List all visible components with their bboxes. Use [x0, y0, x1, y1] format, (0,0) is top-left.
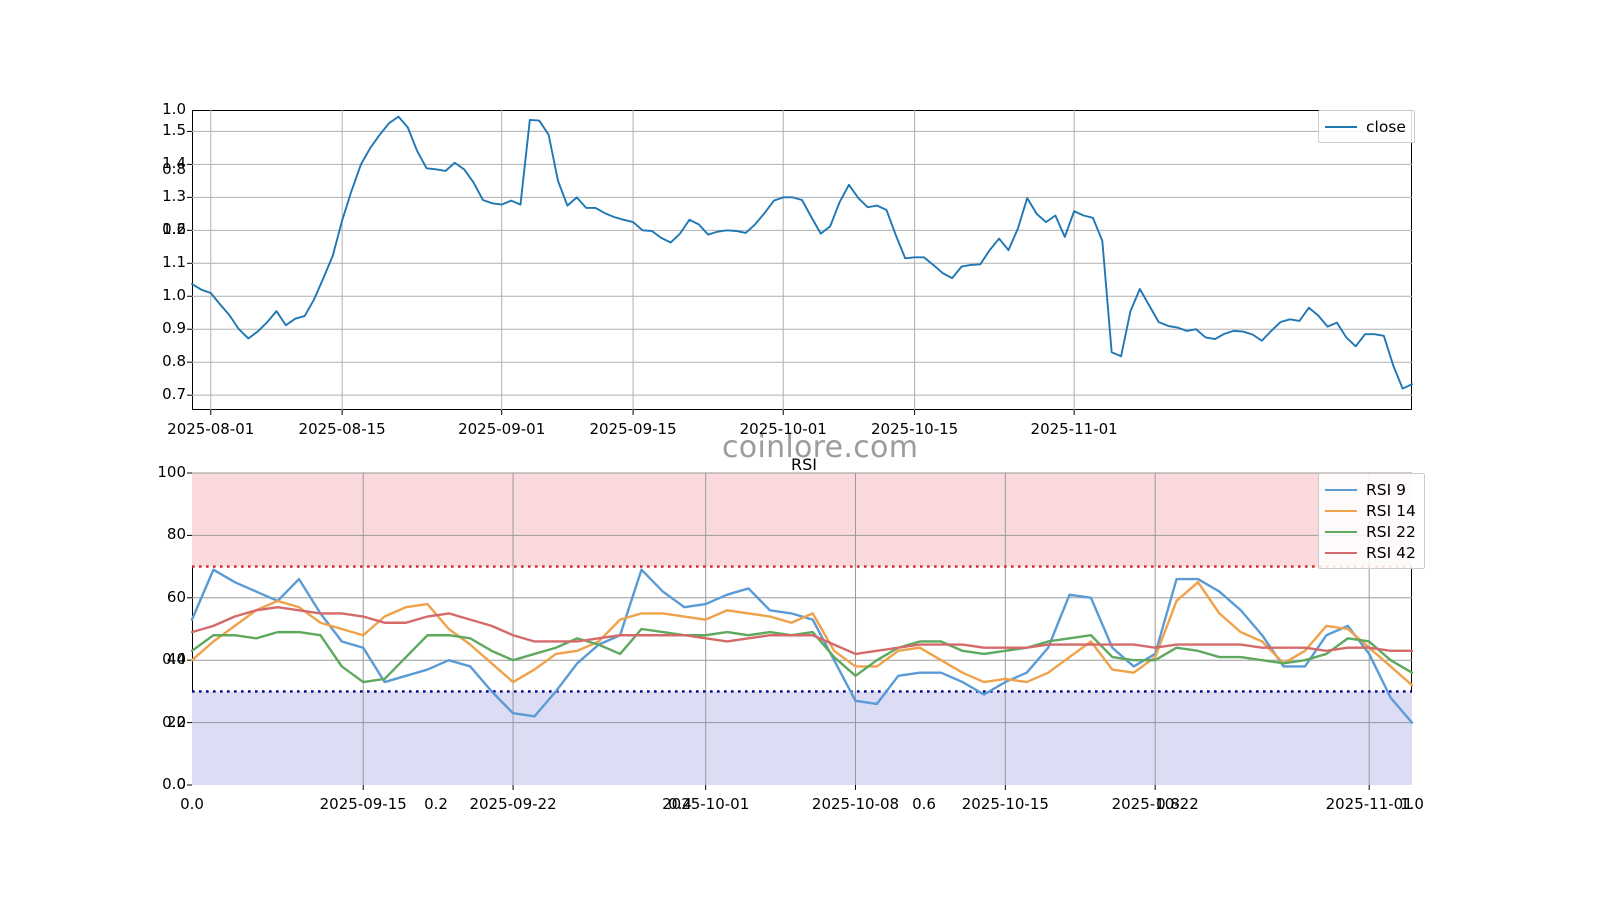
price-y-tick-label: 1.4 — [162, 154, 186, 173]
rsi-x-tick-label: 2025-10-22 — [1111, 795, 1199, 813]
rsi-x-tick-label-overlay: 0.8 — [1156, 795, 1180, 813]
price-y-tick-label: 1.3 — [162, 187, 186, 206]
watermark: coinlore.com — [722, 430, 919, 465]
legend-swatch-close — [1325, 125, 1357, 128]
price-y-tick-label-overlay: 0.8 — [162, 160, 186, 178]
price-x-tick-label: 2025-08-15 — [298, 420, 386, 438]
rsi-x-tick-label: 2025-11-01 — [1325, 795, 1413, 813]
price-x-tick-label: 2025-10-01 — [739, 420, 827, 438]
price-y-tick-label: 1.0 — [162, 286, 186, 305]
rsi-x-tick-label-overlay: 1.0 — [1400, 795, 1424, 813]
rsi-y-tick-label: 100 — [157, 463, 186, 481]
legend-swatch-rsi-14 — [1325, 509, 1357, 512]
rsi-x-tick-label-overlay: 0.0 — [180, 795, 204, 813]
price-x-tick-label: 2025-11-01 — [1030, 420, 1118, 438]
price-x-tick-label: 2025-10-15 — [871, 420, 959, 438]
price-y-tick-label: 1.5 — [162, 121, 186, 140]
legend-item-rsi-9[interactable]: RSI 9 — [1325, 479, 1416, 500]
legend-item-close[interactable]: close — [1325, 116, 1406, 137]
legend-label-rsi-14: RSI 14 — [1366, 501, 1416, 520]
rsi-line-rsi-14 — [190, 580, 1414, 687]
price-plot-area — [192, 110, 1412, 410]
price-y-tick-label: 0.9 — [162, 319, 186, 338]
rsi-y-tick-label: 60 — [166, 587, 186, 606]
legend-label-rsi-9: RSI 9 — [1366, 480, 1406, 499]
rsi-x-tick-label: 2025-10-08 — [811, 795, 900, 813]
oversold-band — [192, 691, 1412, 785]
price-y-tick-label: 0.8 — [162, 352, 186, 371]
rsi-line-rsi-9 — [190, 568, 1414, 724]
price-legend[interactable]: close — [1318, 110, 1415, 143]
legend-label-rsi-42: RSI 42 — [1366, 543, 1416, 562]
legend-swatch-rsi-22 — [1325, 530, 1357, 533]
rsi-x-tick-label: 2025-10-15 — [961, 795, 1049, 813]
price-y-tick-label: 0.7 — [162, 385, 186, 404]
rsi-x-tick-label-overlay: 0.4 — [668, 795, 692, 813]
rsi-panel-title: RSI — [791, 455, 817, 474]
price-x-tick-label: 2025-09-15 — [589, 420, 677, 438]
rsi-x-tick-label-overlay: 0.6 — [912, 795, 936, 813]
rsi-y-tick-label: 0 — [176, 775, 186, 793]
price-chart-panel: 1.5 1.4 1.3 1.2 1.1 1.0 0.9 0.8 0.7 1.0 0.8 0.6 202… — [162, 100, 1415, 438]
price-line-svg — [187, 110, 1413, 415]
rsi-y-tick-label: 80 — [166, 525, 186, 544]
rsi-chart-panel: RSI 100 80 60 40 20 0 0.4 0.2 0.0 2025-09-15 2025… — [0, 445, 1600, 900]
rsi-x-tick-label: 2025-10-01 — [662, 795, 750, 813]
rsi-line-svg — [187, 472, 1414, 790]
legend-item-rsi-14[interactable]: RSI 14 — [1325, 500, 1416, 521]
legend-item-rsi-42[interactable]: RSI 42 — [1325, 542, 1416, 563]
rsi-x-tick-label: 2025-09-15 — [319, 795, 407, 813]
rsi-y-tick-label-overlay: 0.4 — [162, 650, 186, 669]
price-x-tick-label: 2025-08-01 — [167, 420, 255, 438]
rsi-line-rsi-42 — [190, 605, 1414, 656]
price-y-tick-label-overlay: 0.6 — [162, 220, 186, 238]
rsi-x-tick-label-overlay: 0.2 — [424, 795, 448, 813]
rsi-y-tick-label-overlay: 0.0 — [162, 775, 186, 793]
rsi-legend[interactable]: RSI 9 RSI 14 RSI 22 RSI 42 — [1318, 473, 1425, 569]
legend-swatch-rsi-42 — [1325, 551, 1357, 554]
legend-item-rsi-22[interactable]: RSI 22 — [1325, 521, 1416, 542]
rsi-y-tick-label: 40 — [166, 650, 186, 669]
price-x-tick-label: 2025-09-01 — [458, 420, 546, 438]
price-y-tick-label-overlay: 1.0 — [162, 100, 186, 118]
price-y-tick-label: 1.2 — [162, 220, 186, 239]
legend-swatch-rsi-9 — [1325, 488, 1357, 491]
rsi-y-tick-label: 20 — [166, 712, 186, 731]
rsi-x-tick-label: 2025-09-22 — [469, 795, 557, 813]
close-price-line — [191, 115, 1413, 390]
overbought-band — [192, 473, 1412, 567]
legend-label-rsi-22: RSI 22 — [1366, 522, 1416, 541]
rsi-line-rsi-22 — [190, 627, 1414, 684]
rsi-y-tick-label-overlay: 0.2 — [162, 712, 186, 731]
legend-label-close: close — [1366, 117, 1406, 136]
price-y-tick-label: 1.1 — [162, 253, 186, 272]
